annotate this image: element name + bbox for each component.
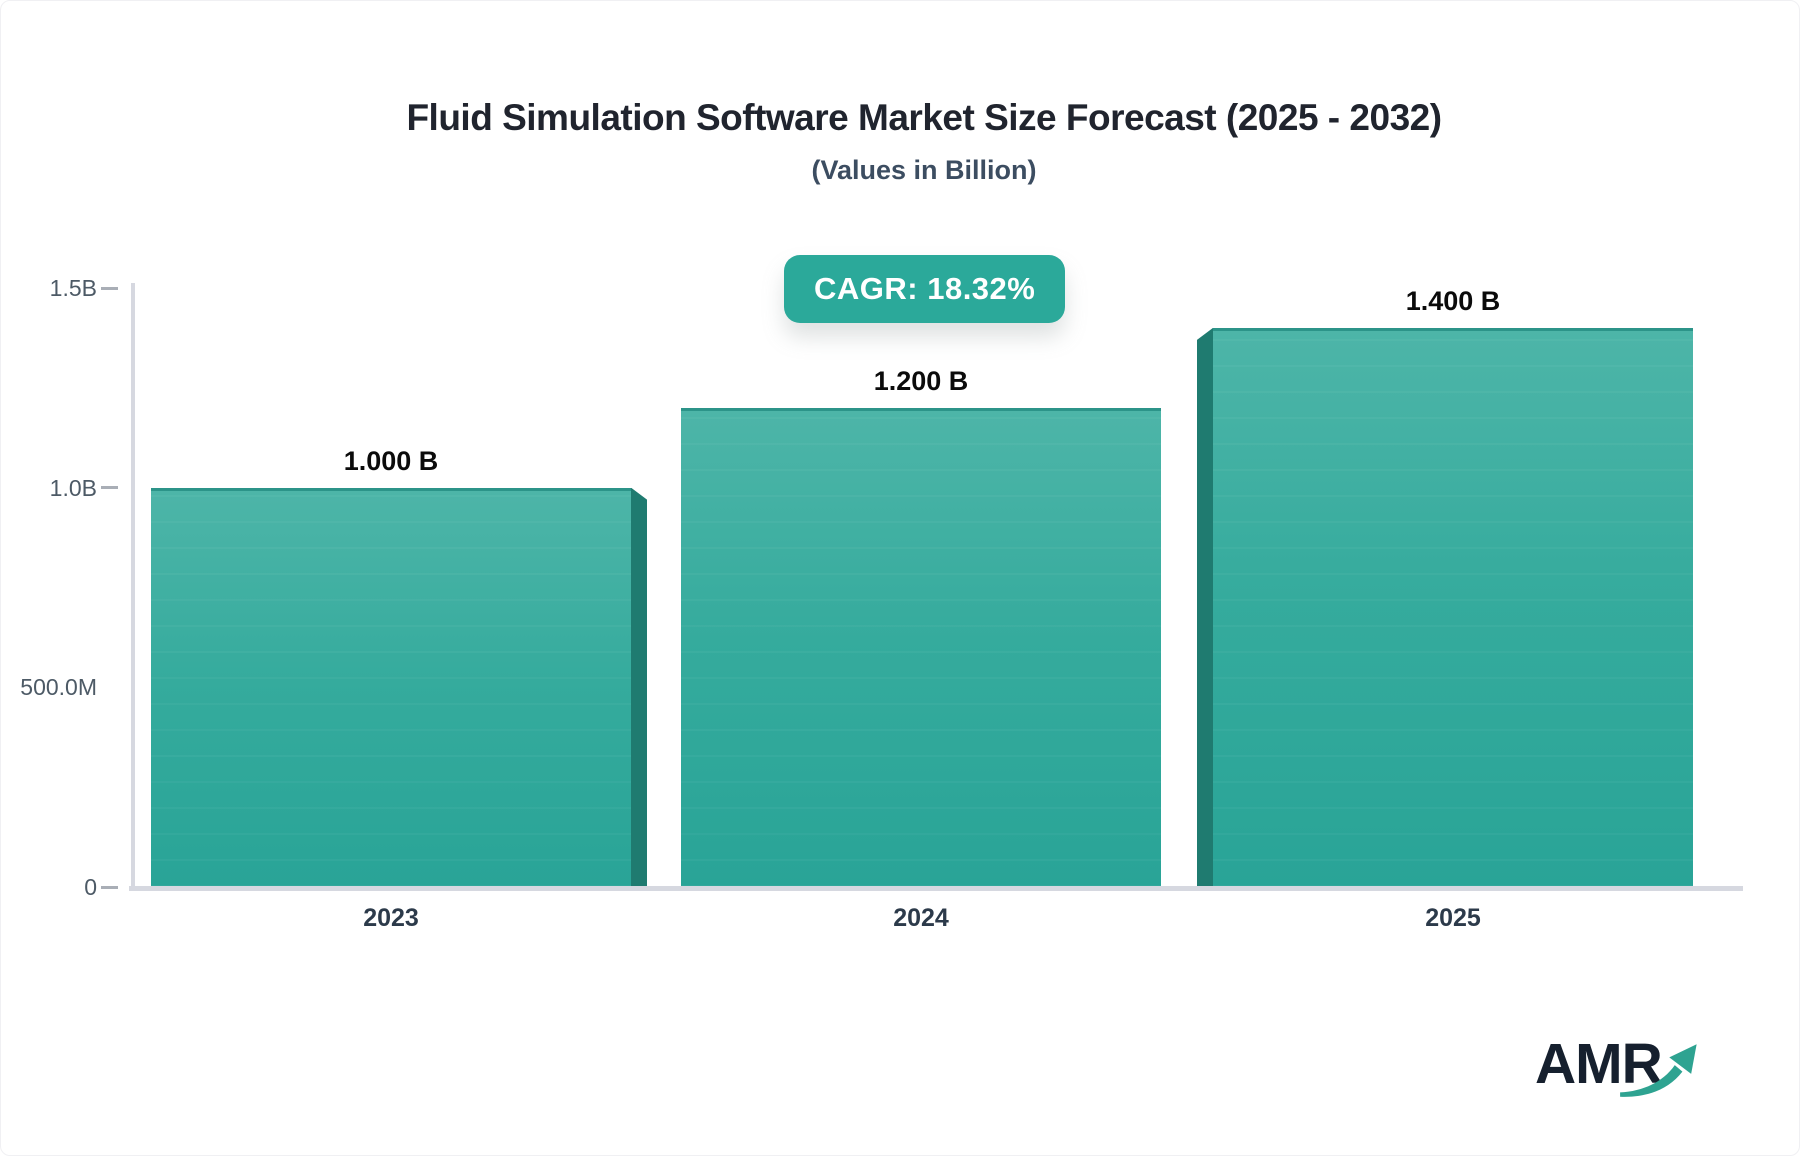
- bar-side-face-2025: [1197, 327, 1213, 887]
- growth-arrow-icon: [1620, 1044, 1697, 1097]
- y-tick-dash-0: [101, 286, 118, 290]
- y-tick-label-0: 1.5B: [49, 275, 97, 301]
- amr-logo-text: AMR: [1535, 1032, 1663, 1096]
- bar-2024: [681, 407, 1161, 887]
- amr-logo: AMR: [1535, 1031, 1715, 1111]
- bar-side-face-2023: [631, 487, 647, 887]
- y-tick-label-1: 1.0B: [49, 474, 97, 501]
- x-axis-line: [129, 886, 1743, 891]
- cagr-badge-label: CAGR: 18.32%: [814, 271, 1036, 306]
- chart-subtitle: (Values in Billion): [811, 155, 1037, 185]
- x-category-label-2023: 2023: [363, 904, 419, 932]
- bar-value-label-2024: 1.200 B: [873, 365, 969, 396]
- bar-value-label-2025: 1.400 B: [1405, 285, 1501, 316]
- y-tick-label-3: 0: [84, 874, 97, 900]
- cagr-badge: CAGR: 18.32%: [784, 255, 1066, 323]
- y-tick-label-2: 500.0M: [20, 674, 97, 701]
- y-axis-line: [131, 283, 135, 889]
- x-category-label-2025: 2025: [1425, 904, 1481, 932]
- y-tick-dash-3: [101, 885, 118, 889]
- bar-value-label-2023: 1.000 B: [343, 445, 439, 476]
- bar-2025: [1213, 327, 1693, 887]
- bar-2023: [151, 487, 631, 887]
- x-category-label-2024: 2024: [893, 904, 949, 932]
- chart-header: Fluid Simulation Software Market Size Fo…: [24, 1, 1800, 186]
- y-tick-dash-1: [101, 486, 118, 490]
- chart-title: Fluid Simulation Software Market Size Fo…: [406, 97, 1442, 138]
